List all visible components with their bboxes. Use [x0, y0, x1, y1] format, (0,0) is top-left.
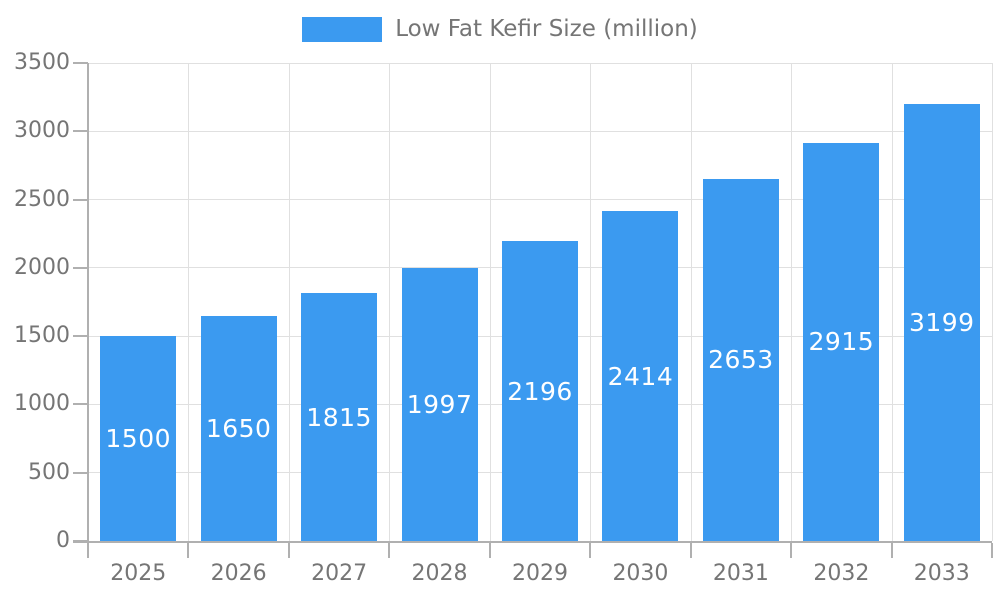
legend-label: Low Fat Kefir Size (million) [395, 16, 698, 42]
x-tick-9 [991, 543, 993, 558]
y-tick-3000 [73, 130, 88, 133]
bar-value-label-2026: 1650 [205, 413, 272, 443]
h-gridline-3000 [88, 130, 992, 132]
v-gridline-6 [690, 63, 692, 541]
bar-value-label-2028: 1997 [406, 390, 473, 420]
legend[interactable]: Low Fat Kefir Size (million) [0, 16, 1000, 43]
y-axis-label-3000: 3000 [14, 118, 70, 144]
bar-2033[interactable]: 3199 [903, 104, 980, 541]
y-tick-2500 [73, 198, 88, 201]
h-gridline-2500 [88, 199, 992, 201]
y-tick-1500 [73, 335, 88, 338]
x-tick-5 [589, 543, 592, 558]
y-axis-label-2500: 2500 [14, 186, 70, 212]
bar-2028[interactable]: 1997 [401, 268, 478, 541]
x-tick-6 [689, 543, 692, 558]
x-axis-label-2033: 2033 [913, 561, 970, 586]
y-axis-label-0: 0 [56, 528, 70, 553]
x-axis-label-2032: 2032 [813, 561, 870, 586]
y-axis-label-1500: 1500 [14, 323, 70, 349]
bar-2030[interactable]: 2414 [602, 211, 679, 541]
y-axis-label-3500: 3500 [14, 50, 70, 75]
x-axis-label-2025: 2025 [110, 561, 167, 586]
x-axis-label-2028: 2028 [411, 561, 468, 586]
v-gridline-8 [891, 63, 893, 541]
x-tick-0 [87, 543, 89, 558]
y-axis-label-2000: 2000 [14, 254, 70, 280]
x-tick-7 [790, 543, 793, 558]
v-gridline-1 [188, 63, 190, 541]
x-axis-label-2031: 2031 [712, 561, 769, 586]
x-tick-3 [388, 543, 391, 558]
bar-value-label-2029: 2196 [507, 376, 573, 406]
y-tick-500 [73, 471, 88, 474]
h-gridline-3500 [88, 62, 992, 64]
bar-value-label-2027: 1815 [306, 402, 372, 432]
y-axis-label-500: 500 [28, 459, 70, 485]
y-axis-label-1000: 1000 [14, 391, 70, 417]
bar-2027[interactable]: 1815 [301, 293, 378, 541]
x-axis-label-2026: 2026 [210, 561, 267, 586]
bar-value-label-2032: 2915 [808, 327, 875, 357]
x-tick-1 [187, 543, 190, 558]
bar-value-label-2031: 2653 [708, 345, 774, 375]
legend-swatch [302, 17, 383, 42]
y-tick-2000 [73, 266, 88, 269]
x-axis-label-2030: 2030 [612, 561, 669, 586]
x-tick-2 [287, 543, 290, 558]
y-tick-3500 [73, 62, 88, 64]
y-tick-0 [73, 540, 88, 542]
x-tick-4 [488, 543, 491, 558]
v-gridline-9 [992, 63, 993, 541]
v-gridline-4 [489, 63, 491, 541]
bar-2026[interactable]: 1650 [200, 315, 277, 541]
bar-value-label-2025: 1500 [105, 424, 172, 454]
x-axis-label-2027: 2027 [311, 561, 368, 586]
v-gridline-7 [791, 63, 793, 541]
v-gridline-5 [590, 63, 592, 541]
bar-2031[interactable]: 2653 [702, 178, 779, 541]
bar-value-label-2033: 3199 [908, 308, 975, 338]
bar-2029[interactable]: 2196 [502, 241, 578, 541]
y-axis-line [87, 63, 89, 557]
bar-2025[interactable]: 1500 [100, 336, 177, 541]
y-tick-1000 [73, 403, 88, 406]
x-axis-label-2029: 2029 [512, 561, 568, 586]
bar-2032[interactable]: 2915 [803, 142, 880, 541]
v-gridline-2 [288, 63, 290, 541]
x-tick-8 [890, 543, 893, 558]
v-gridline-3 [389, 63, 391, 541]
bar-value-label-2030: 2414 [607, 361, 674, 391]
x-axis-line [73, 541, 992, 543]
